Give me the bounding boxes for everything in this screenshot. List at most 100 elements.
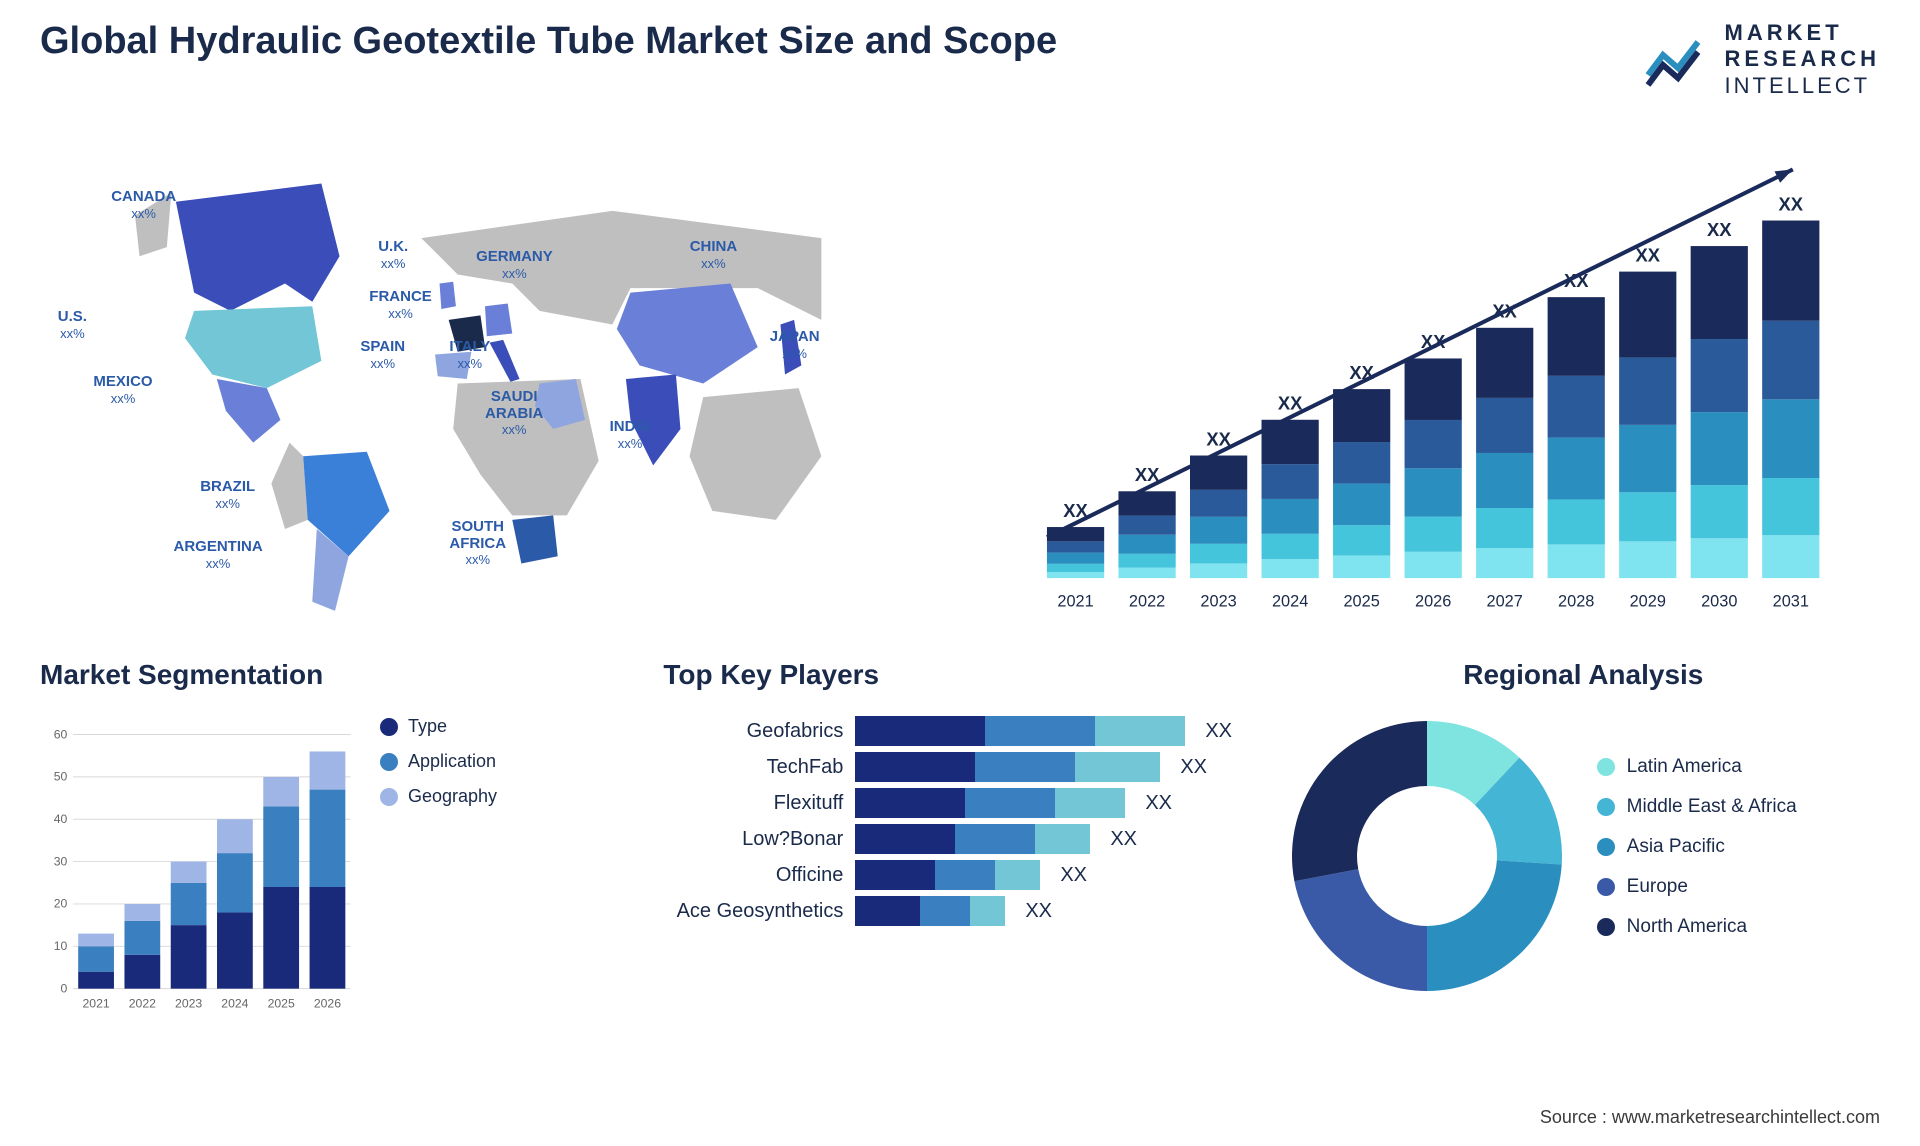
map-label: ITALYxx%: [449, 339, 490, 372]
svg-text:2024: 2024: [1272, 593, 1308, 611]
legend-item: Asia Pacific: [1597, 836, 1797, 858]
map-country-na-canada: [176, 184, 340, 311]
legend-dot: [380, 718, 398, 736]
kp-seg: [985, 716, 1095, 746]
kp-name: Ace Geosynthetics: [663, 900, 843, 923]
kp-seg: [1075, 752, 1160, 782]
kp-seg: [995, 860, 1040, 890]
svg-text:XX: XX: [1635, 245, 1660, 266]
map-label: GERMANYxx%: [476, 249, 553, 282]
svg-text:2028: 2028: [1558, 593, 1594, 611]
svg-text:2030: 2030: [1701, 593, 1737, 611]
kp-seg: [855, 752, 975, 782]
legend-label: Geography: [408, 786, 497, 807]
map-country-na-us: [185, 306, 321, 388]
kp-bar: [855, 824, 1090, 854]
kp-value: XX: [1110, 828, 1137, 851]
svg-text:20: 20: [54, 897, 68, 911]
map-label: U.S.xx%: [58, 309, 87, 342]
svg-text:2029: 2029: [1630, 593, 1666, 611]
kp-name: Officine: [663, 864, 843, 887]
svg-text:2025: 2025: [268, 997, 295, 1011]
legend-dot: [1597, 758, 1615, 776]
map-country-eu-uk: [440, 282, 456, 309]
svg-text:2023: 2023: [1200, 593, 1236, 611]
svg-text:2031: 2031: [1773, 593, 1809, 611]
map-label: FRANCExx%: [369, 289, 432, 322]
svg-text:2027: 2027: [1487, 593, 1523, 611]
svg-text:2026: 2026: [1415, 593, 1451, 611]
svg-text:XX: XX: [1278, 393, 1303, 414]
legend-dot: [380, 788, 398, 806]
map-label: SPAINxx%: [360, 339, 405, 372]
world-map: CANADAxx%U.S.xx%MEXICOxx%BRAZILxx%ARGENT…: [40, 129, 930, 629]
kp-value: XX: [1145, 792, 1172, 815]
kp-bar: [855, 860, 1040, 890]
kp-row: GeofabricsXX: [663, 716, 1256, 746]
regional-panel: Regional Analysis Latin America Middle Ea…: [1287, 659, 1880, 1089]
kp-row: Officine XX: [663, 860, 1256, 890]
segmentation-title: Market Segmentation: [40, 659, 633, 691]
svg-text:10: 10: [54, 939, 68, 953]
logo-icon: [1643, 30, 1713, 90]
svg-text:2022: 2022: [1129, 593, 1165, 611]
kp-value: XX: [1025, 900, 1052, 923]
kp-row: Flexituff XX: [663, 788, 1256, 818]
legend-label: Asia Pacific: [1627, 836, 1725, 858]
svg-text:30: 30: [54, 855, 68, 869]
svg-text:60: 60: [54, 727, 68, 741]
kp-name: Flexituff: [663, 792, 843, 815]
svg-text:0: 0: [60, 982, 67, 996]
kp-seg: [965, 788, 1055, 818]
map-label: ARGENTINAxx%: [174, 539, 263, 572]
map-label: MEXICOxx%: [93, 374, 152, 407]
legend-item: Geography: [380, 786, 497, 807]
key-players-panel: Top Key Players GeofabricsXX TechFabXX Fle…: [663, 659, 1256, 1089]
kp-seg: [855, 788, 965, 818]
kp-bar: [855, 896, 1005, 926]
svg-text:50: 50: [54, 770, 68, 784]
svg-text:2021: 2021: [82, 997, 109, 1011]
legend-item: Latin America: [1597, 756, 1797, 778]
legend-dot: [1597, 798, 1615, 816]
svg-text:2021: 2021: [1057, 593, 1093, 611]
key-players-chart: GeofabricsXXTechFabXXFlexituffXXLow?Bona…: [663, 716, 1256, 926]
legend-dot: [1597, 918, 1615, 936]
kp-seg: [1095, 716, 1185, 746]
legend-item: North America: [1597, 916, 1797, 938]
legend-label: Europe: [1627, 876, 1688, 898]
segmentation-chart: 0102030405060202120222023202420252026: [40, 716, 360, 1026]
kp-seg: [1035, 824, 1090, 854]
svg-text:2026: 2026: [314, 997, 341, 1011]
legend-label: Latin America: [1627, 756, 1742, 778]
kp-name: Low?Bonar: [663, 828, 843, 851]
brand-logo: MARKET RESEARCH INTELLECT: [1643, 20, 1880, 99]
legend-item: Middle East & Africa: [1597, 796, 1797, 818]
kp-seg: [855, 860, 935, 890]
map-label: CHINAxx%: [690, 239, 738, 272]
key-players-title: Top Key Players: [663, 659, 1256, 691]
map-label: INDIAxx%: [610, 419, 651, 452]
regional-title: Regional Analysis: [1287, 659, 1880, 691]
kp-row: Low?Bonar XX: [663, 824, 1256, 854]
legend-item: Europe: [1597, 876, 1797, 898]
kp-row: TechFabXX: [663, 752, 1256, 782]
svg-text:2022: 2022: [129, 997, 156, 1011]
kp-seg: [920, 896, 970, 926]
map-label: JAPANxx%: [770, 329, 820, 362]
regional-legend: Latin America Middle East & Africa Asia Pa…: [1597, 756, 1797, 956]
legend-dot: [380, 753, 398, 771]
kp-seg: [855, 824, 955, 854]
kp-seg: [935, 860, 995, 890]
svg-text:2025: 2025: [1343, 593, 1379, 611]
segmentation-legend: Type Application Geography: [380, 716, 497, 821]
kp-bar: [855, 716, 1185, 746]
legend-dot: [1597, 838, 1615, 856]
kp-seg: [975, 752, 1075, 782]
logo-line2: RESEARCH: [1725, 46, 1880, 72]
legend-item: Type: [380, 716, 497, 737]
legend-dot: [1597, 878, 1615, 896]
kp-bar: [855, 788, 1125, 818]
kp-value: XX: [1060, 864, 1087, 887]
legend-item: Application: [380, 751, 497, 772]
